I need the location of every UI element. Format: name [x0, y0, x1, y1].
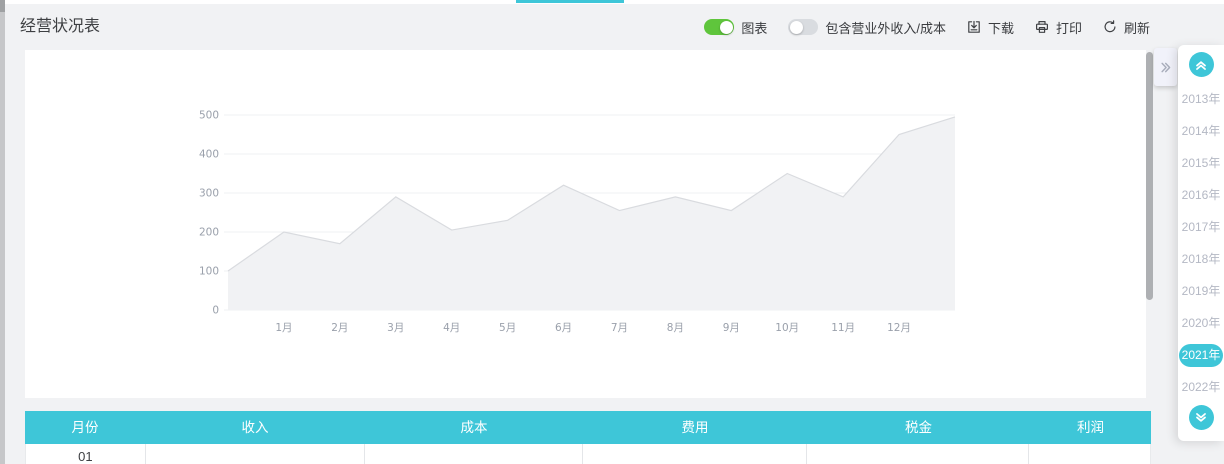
- table-header-cell: 利润: [1077, 420, 1104, 435]
- chart-toggle-label: 图表: [741, 20, 768, 36]
- year-item-2022[interactable]: 2022年: [1181, 380, 1221, 394]
- refresh-label: 刷新: [1123, 20, 1150, 36]
- scroll-years-down-button[interactable]: [1188, 405, 1214, 430]
- chart-panel: 0 100 200 300 400 500 1月 2月 3月 4月 5月 6月 7月 8月 9月 10月 11月…: [25, 50, 1146, 398]
- include-nonoperating-toggle[interactable]: [788, 19, 819, 35]
- table-cell: [365, 444, 583, 464]
- double-chevron-up-icon: [1196, 60, 1206, 70]
- svg-text:500: 500: [199, 110, 219, 122]
- refresh-icon: [1104, 20, 1116, 33]
- chart-toggle-group: 图表: [704, 18, 767, 37]
- svg-text:5月: 5月: [499, 322, 516, 334]
- year-item-2021[interactable]: 2021年: [1179, 343, 1223, 367]
- year-item-2018[interactable]: 2018年: [1181, 252, 1221, 266]
- table-row: 01: [25, 444, 1151, 464]
- svg-text:10月: 10月: [775, 322, 799, 334]
- chart-toggle[interactable]: [704, 19, 735, 35]
- download-label: 下载: [987, 20, 1014, 36]
- svg-text:9月: 9月: [723, 322, 740, 334]
- printer-icon: [1035, 21, 1048, 33]
- svg-text:0: 0: [212, 305, 219, 317]
- left-edge-scrollbar[interactable]: [0, 0, 5, 464]
- svg-text:11月: 11月: [831, 322, 855, 334]
- svg-text:12月: 12月: [887, 322, 911, 334]
- operating-status-table: 月份 收入 成本 费用 税金 利润 01: [25, 411, 1151, 464]
- table-header-cell: 税金: [905, 420, 932, 435]
- year-item-2017[interactable]: 2017年: [1181, 220, 1221, 234]
- toolbar: 图表 包含营业外收入/成本 下载 打印: [704, 4, 1150, 50]
- double-chevron-right-icon: [1161, 62, 1171, 72]
- toggle-knob: [719, 20, 733, 34]
- browser-top-strip: [0, 0, 1224, 4]
- table-header-cell: 收入: [241, 420, 269, 435]
- left-scrollbar-thumb[interactable]: [0, 0, 5, 12]
- svg-text:7月: 7月: [611, 322, 628, 334]
- svg-text:6月: 6月: [555, 322, 572, 334]
- table-cell: [583, 444, 807, 464]
- svg-text:300: 300: [199, 188, 219, 200]
- year-item-2016[interactable]: 2016年: [1181, 188, 1221, 202]
- svg-text:4月: 4月: [443, 322, 460, 334]
- year-item-2020[interactable]: 2020年: [1181, 316, 1221, 330]
- table-cell: [146, 444, 366, 464]
- download-button[interactable]: 下载: [967, 18, 1014, 37]
- svg-text:1月: 1月: [275, 322, 292, 334]
- table-header-cell: 月份: [71, 420, 99, 435]
- toggle-knob: [789, 20, 803, 34]
- year-selector-panel: 2013年 2014年 2015年 2016年 2017年 2018年 2019年 2020年…: [1178, 45, 1224, 441]
- download-icon: [968, 20, 980, 33]
- double-chevron-down-icon: [1196, 412, 1206, 422]
- svg-text:2月: 2月: [331, 322, 348, 334]
- scroll-years-up-button[interactable]: [1188, 52, 1214, 77]
- year-item-2014[interactable]: 2014年: [1181, 124, 1221, 138]
- svg-text:200: 200: [199, 227, 219, 239]
- table-cell: 01: [26, 444, 146, 464]
- page-title: 经营状况表: [20, 18, 101, 35]
- year-item-2013[interactable]: 2013年: [1181, 92, 1221, 106]
- table-header-cell: 成本: [460, 420, 488, 435]
- active-tab-indicator: [516, 0, 624, 3]
- table-body: 01: [25, 444, 1151, 464]
- include-nonoperating-toggle-group: 包含营业外收入/成本: [788, 18, 946, 37]
- table-cell: [1029, 444, 1150, 464]
- print-button[interactable]: 打印: [1035, 18, 1082, 37]
- table-header-cell: 费用: [681, 420, 709, 435]
- svg-text:8月: 8月: [667, 322, 684, 334]
- print-label: 打印: [1055, 20, 1082, 36]
- year-list: 2013年 2014年 2015年 2016年 2017年 2018年 2019年 2020年…: [1178, 83, 1224, 403]
- collapse-year-panel-button[interactable]: [1154, 48, 1177, 86]
- operating-status-area-chart: 0 100 200 300 400 500 1月 2月 3月 4月 5月 6月 7月 8月 9月 10月 11月…: [199, 110, 956, 334]
- svg-text:3月: 3月: [387, 322, 404, 334]
- table-header-row: 月份 收入 成本 费用 税金 利润: [25, 411, 1151, 444]
- refresh-button[interactable]: 刷新: [1103, 18, 1150, 37]
- svg-text:400: 400: [199, 149, 219, 161]
- vertical-scrollbar-thumb[interactable]: [1146, 52, 1153, 300]
- svg-text:100: 100: [199, 266, 219, 278]
- year-item-2015[interactable]: 2015年: [1181, 156, 1221, 170]
- year-item-2019[interactable]: 2019年: [1181, 284, 1221, 298]
- table-cell: [807, 444, 1030, 464]
- include-nonoperating-toggle-label: 包含营业外收入/成本: [825, 20, 946, 36]
